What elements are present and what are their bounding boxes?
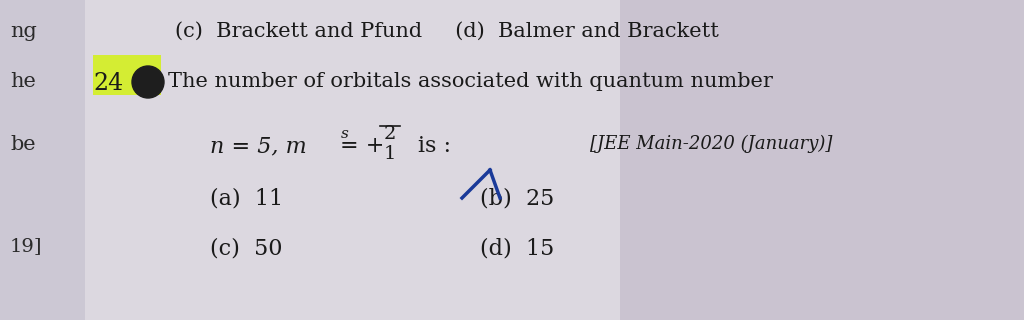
Text: s: s <box>341 127 349 141</box>
Text: (a)  11: (a) 11 <box>210 187 283 209</box>
Bar <box>770 0 780 320</box>
Text: (c)  Brackett and Pfund     (d)  Balmer and Brackett: (c) Brackett and Pfund (d) Balmer and Br… <box>175 22 719 41</box>
Text: The number of orbitals associated with quantum number: The number of orbitals associated with q… <box>168 72 773 91</box>
Bar <box>690 0 700 320</box>
Bar <box>93 55 161 95</box>
Circle shape <box>132 66 164 98</box>
Bar <box>620 0 630 320</box>
Bar <box>800 0 810 320</box>
Bar <box>900 0 910 320</box>
Bar <box>720 0 730 320</box>
Bar <box>730 0 740 320</box>
Bar <box>920 0 930 320</box>
Text: 2: 2 <box>384 125 396 143</box>
Bar <box>1000 0 1010 320</box>
Bar <box>640 0 650 320</box>
Bar <box>810 0 820 320</box>
Text: ng: ng <box>10 22 37 41</box>
Bar <box>890 0 900 320</box>
Text: [JEE Main-2020 (January)]: [JEE Main-2020 (January)] <box>590 135 833 153</box>
Bar <box>740 0 750 320</box>
Bar <box>630 0 640 320</box>
Bar <box>990 0 1000 320</box>
Text: (c)  50: (c) 50 <box>210 237 283 259</box>
Bar <box>910 0 920 320</box>
Text: 1: 1 <box>384 145 396 163</box>
Bar <box>820 0 830 320</box>
Bar <box>970 0 980 320</box>
Bar <box>961 0 970 320</box>
Bar <box>940 0 950 320</box>
Bar <box>670 0 680 320</box>
Bar <box>930 0 940 320</box>
Bar <box>850 0 860 320</box>
Bar <box>700 0 710 320</box>
Bar <box>710 0 720 320</box>
Text: (b)  25: (b) 25 <box>480 187 554 209</box>
Text: (d)  15: (d) 15 <box>480 237 554 259</box>
Text: be: be <box>10 135 36 154</box>
Bar <box>840 0 850 320</box>
Bar <box>860 0 870 320</box>
Bar <box>880 0 890 320</box>
Bar <box>660 0 670 320</box>
Text: he: he <box>10 72 36 91</box>
Bar <box>780 0 790 320</box>
Bar <box>980 0 990 320</box>
Bar <box>650 0 660 320</box>
Bar <box>0 0 85 320</box>
Text: = +: = + <box>340 135 384 157</box>
Bar <box>750 0 760 320</box>
Text: is :: is : <box>418 135 451 157</box>
Bar <box>830 0 840 320</box>
Bar <box>790 0 800 320</box>
Text: 24: 24 <box>93 72 123 95</box>
Bar <box>950 0 961 320</box>
Bar <box>620 0 1024 320</box>
Text: n = 5, m: n = 5, m <box>210 135 307 157</box>
Bar <box>1010 0 1020 320</box>
Bar <box>680 0 690 320</box>
Bar <box>760 0 770 320</box>
Bar <box>870 0 880 320</box>
Text: 19]: 19] <box>10 237 43 255</box>
